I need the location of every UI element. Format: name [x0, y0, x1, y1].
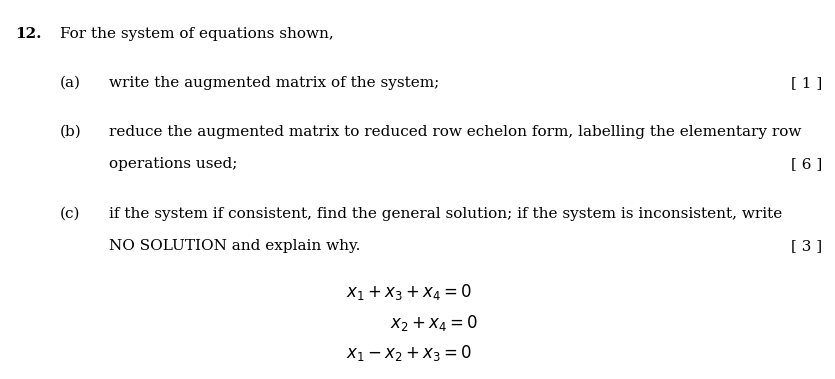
- Text: operations used;: operations used;: [109, 157, 237, 171]
- Text: (c): (c): [60, 207, 81, 221]
- Text: write the augmented matrix of the system;: write the augmented matrix of the system…: [109, 76, 439, 90]
- Text: NO SOLUTION and explain why.: NO SOLUTION and explain why.: [109, 239, 360, 253]
- Text: (a): (a): [60, 76, 81, 90]
- Text: $x_1 - x_2 + x_3 = 0$: $x_1 - x_2 + x_3 = 0$: [346, 343, 473, 363]
- Text: $x_2 + x_4 = 0$: $x_2 + x_4 = 0$: [390, 313, 478, 333]
- Text: For the system of equations shown,: For the system of equations shown,: [60, 27, 334, 41]
- Text: [ 3 ]: [ 3 ]: [792, 239, 822, 253]
- Text: (b): (b): [60, 125, 82, 139]
- Text: [ 6 ]: [ 6 ]: [792, 157, 822, 171]
- Text: reduce the augmented matrix to reduced row echelon form, labelling the elementar: reduce the augmented matrix to reduced r…: [109, 125, 801, 139]
- Text: [ 1 ]: [ 1 ]: [792, 76, 822, 90]
- Text: 12.: 12.: [15, 27, 42, 41]
- Text: if the system if consistent, find the general solution; if the system is inconsi: if the system if consistent, find the ge…: [109, 207, 782, 221]
- Text: $x_1 + x_3 + x_4 = 0$: $x_1 + x_3 + x_4 = 0$: [346, 282, 473, 302]
